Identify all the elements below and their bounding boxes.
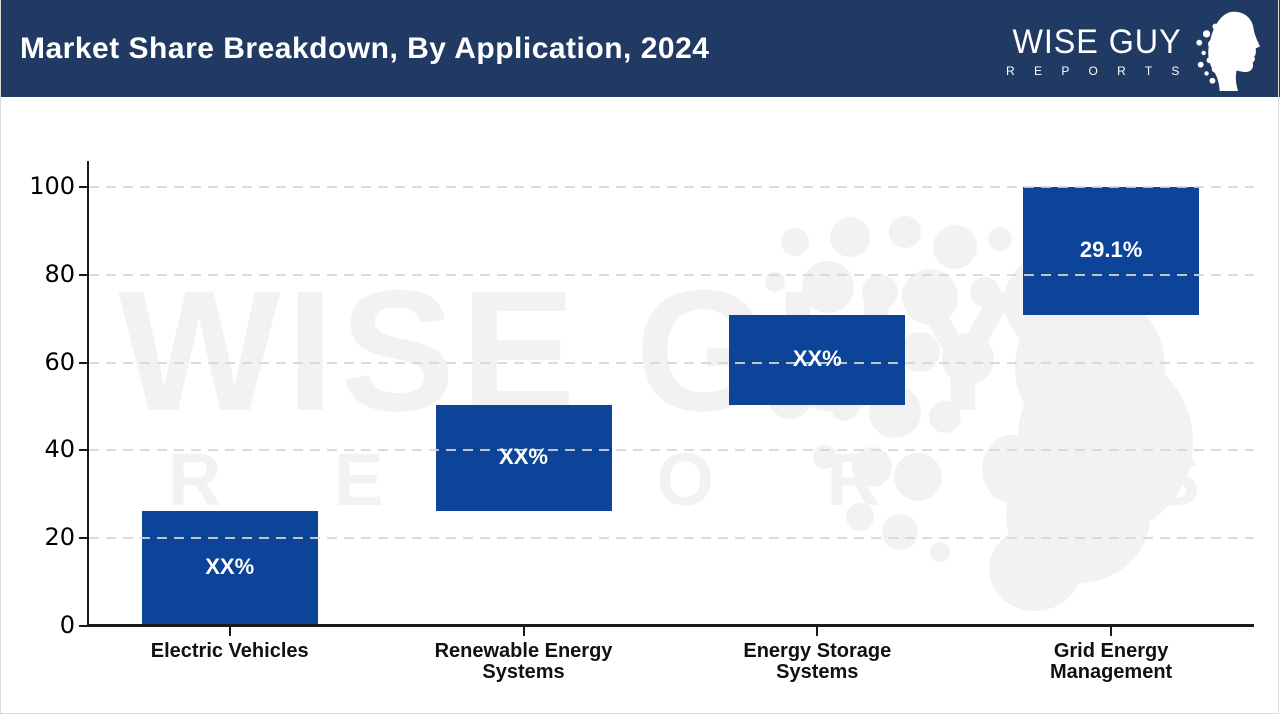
bar-value-label-grid-energy-management: 29.1% [1079,236,1143,262]
x-tick-energy-storage-systems [816,627,819,636]
logo-subtitle: R E P O R T S [1006,63,1188,78]
gridline-40 [89,449,1254,452]
bar-value-label-electric-vehicles: XX% [205,554,255,580]
y-tick-0 [79,625,87,627]
category-label-energy-storage-systems: Energy Storage Systems [743,640,892,683]
bar-value-label-energy-storage-systems: XX% [792,345,842,371]
page-title: Market Share Breakdown, By Application, … [20,31,710,65]
wiseguy-logo: WISE GUY R E P O R T S [1006,8,1266,92]
gridline-20 [89,537,1254,540]
bar-electric-vehicles [141,510,318,626]
y-tick-40 [79,449,87,452]
y-tick-60 [79,361,87,364]
x-tick-grid-energy-management [1110,627,1113,636]
x-tick-electric-vehicles [228,627,231,636]
y-tick-label: 100 [29,172,75,200]
category-label-renewable-energy-systems: Renewable Energy Systems [434,640,613,683]
y-tick-label: 60 [44,347,75,376]
x-axis-line [87,624,1254,627]
wiseguy-logo-text: WISE GUY R E P O R T S [1006,23,1187,78]
gridline-80 [89,273,1254,276]
y-tick-label: 0 [59,611,75,639]
y-tick-100 [79,186,87,188]
bar-renewable-energy-systems [435,405,612,511]
header-bar: Market Share Breakdown, By Application, … [0,0,1280,97]
y-tick-label: 20 [44,523,75,552]
y-tick-label: 80 [44,259,75,288]
gridline-60 [89,361,1254,364]
x-tick-renewable-energy-systems [522,627,525,636]
bar-energy-storage-systems [729,314,906,406]
bar-value-label-renewable-energy-systems: XX% [499,444,548,470]
category-label-grid-energy-management: Grid Energy Management [1049,640,1173,683]
y-axis-line [87,161,89,627]
logo-wordmark: WISE GUY [1012,22,1182,61]
y-tick-label: 40 [44,435,75,464]
category-label-electric-vehicles: Electric Vehicles [150,640,309,662]
y-tick-20 [79,537,87,540]
chart-canvas: WISE GUY R E P O R T S [0,97,1280,714]
wiseguy-face-icon [1196,11,1261,91]
y-tick-80 [79,273,87,276]
bar-grid-energy-management [1023,187,1200,315]
gridline-100 [89,186,1254,188]
